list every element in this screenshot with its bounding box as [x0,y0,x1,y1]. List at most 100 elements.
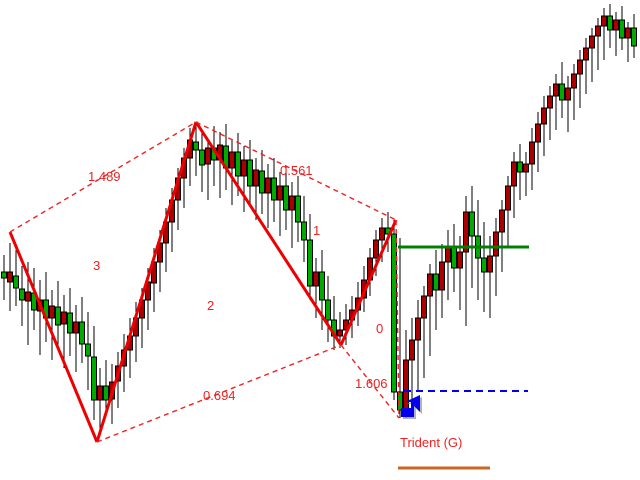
pattern-labels-group: 3 2 1 0 1.489 0.561 0.694 1.606 [88,163,388,403]
candle-body [469,211,475,237]
candlestick-series [1,4,637,432]
candle-body [433,273,439,291]
pattern-dashed-1606[interactable] [340,344,400,419]
candle-body [577,59,583,75]
price-levels-group [398,245,529,470]
candle-body [319,271,325,301]
candle-body [337,329,343,337]
candle-body [457,251,463,269]
candle-body [265,177,271,194]
candle-body [481,257,487,273]
pattern-dashed-0561[interactable] [195,121,397,221]
candle-body [607,15,613,31]
ratio-1606: 1.606 [355,376,388,391]
candle-body [535,123,541,143]
candle-body [259,170,265,194]
candle-body [523,163,529,173]
candle-body [247,159,253,187]
candle-body [229,151,235,169]
candle-body [373,239,379,259]
candle-body [283,185,289,211]
candle-body [301,221,307,241]
candle-body [7,271,13,283]
candle-body [493,231,499,257]
pattern-leg-0-to-d[interactable] [339,219,398,346]
candle-body [517,161,523,173]
candle-body [427,273,433,297]
candle-body [241,159,247,177]
candle-body [601,15,607,27]
candle-body [193,141,199,151]
candle-body [67,312,73,334]
ratio-0694: 0.694 [203,388,236,403]
candle-body [49,305,55,319]
candle-body [325,299,331,321]
candle-body [253,169,259,187]
candle-body [421,295,427,319]
candle-body [553,83,559,97]
candle-body [631,27,637,47]
candle-body [541,107,547,125]
candle-body [235,151,241,177]
candle-body [589,35,595,49]
candle-body [409,339,415,361]
point-0: 0 [376,321,383,336]
candle-body [397,391,403,411]
candle-body [379,227,385,241]
candle-body [415,317,421,341]
candle-body [295,195,301,223]
candle-body [97,385,103,401]
candle-body [205,147,211,165]
pattern-dashed-1489[interactable] [9,121,197,233]
pattern-leg-1-to-0[interactable] [194,121,343,346]
arrow-up-right-icon[interactable] [401,395,420,417]
candle-body [391,233,397,393]
candle-body [25,291,31,302]
point-3: 3 [93,258,100,273]
candle-body [451,245,457,269]
candle-body [307,239,313,287]
candle-body [79,321,85,345]
candle-body [511,161,517,187]
candle-body [271,177,277,201]
candle-body [277,185,283,201]
candle-body [487,255,493,273]
candle-body [613,19,619,31]
pattern-dashed-0694[interactable] [96,344,342,443]
pattern-leg-3-to-2[interactable] [8,231,99,443]
candle-body [619,19,625,39]
candle-body [571,73,577,89]
candle-body [73,321,79,334]
point-2: 2 [207,298,214,313]
entry-signal-marker[interactable]: Trident (G) [400,395,462,450]
candle-body [1,271,7,279]
candle-body [463,211,469,253]
candle-body [499,209,505,233]
candle-body [61,311,67,325]
candle-body [595,25,601,37]
candle-body [403,359,409,411]
candle-body [529,141,535,165]
candle-body [55,306,61,326]
candle-body [439,261,445,291]
candle-body [565,87,571,101]
candle-body [289,195,295,211]
candle-body [313,271,319,287]
harmonic-pattern-overlay[interactable] [8,121,400,443]
candle-body [583,47,589,61]
candle-body [505,185,511,211]
candle-body [85,343,91,357]
pattern-dashed-projection[interactable] [395,219,400,419]
candle-body [625,27,631,39]
candle-body [13,275,19,289]
candle-body [103,385,109,401]
ratio-0561: 0.561 [280,163,313,178]
candle-body [19,288,25,301]
candle-body [547,95,553,109]
pattern-leg-2-to-1[interactable] [95,121,198,443]
point-1: 1 [313,223,320,238]
candle-body [91,356,97,401]
